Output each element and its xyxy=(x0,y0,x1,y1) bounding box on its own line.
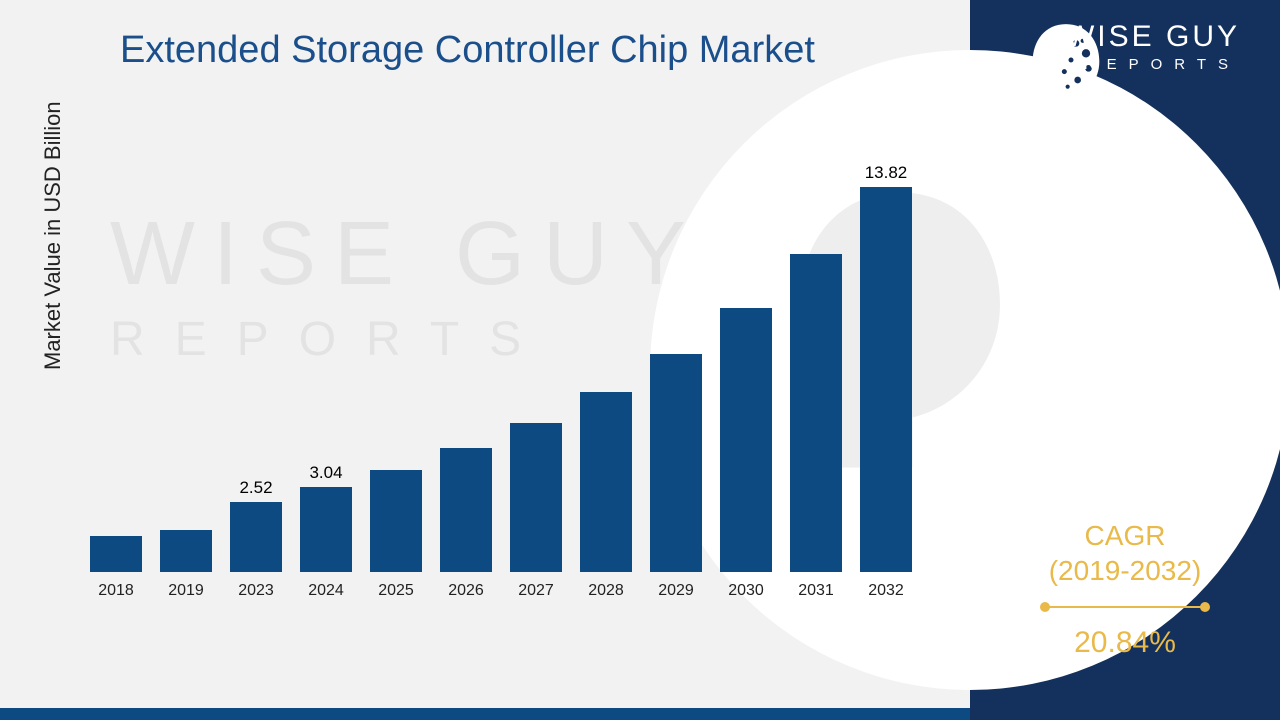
bar-2028 xyxy=(580,368,632,573)
brand-logo: WISE GUY REPORTS xyxy=(1066,20,1240,73)
bar-rect xyxy=(440,448,492,572)
x-tick-label: 2032 xyxy=(860,582,912,600)
bar-rect xyxy=(370,470,422,572)
bar-2024: 3.04 xyxy=(300,463,352,572)
x-tick-label: 2019 xyxy=(160,582,212,600)
bar-rect xyxy=(90,536,142,572)
bar-rect xyxy=(860,187,912,572)
x-tick-label: 2030 xyxy=(720,582,772,600)
bar-chart: 2.523.0413.82 20182019202320242025202620… xyxy=(90,170,920,600)
cagr-label: CAGR (2019-2032) xyxy=(1000,518,1250,588)
bar-rect xyxy=(650,354,702,572)
cagr-box: CAGR (2019-2032) 20.84% xyxy=(1000,518,1250,660)
bar-value-label: 2.52 xyxy=(239,478,272,498)
x-tick-label: 2031 xyxy=(790,582,842,600)
bar-value-label: 3.04 xyxy=(309,463,342,483)
bottom-strip xyxy=(0,708,970,720)
bar-2030 xyxy=(720,284,772,572)
cagr-value: 20.84% xyxy=(1000,626,1250,660)
bar-rect xyxy=(230,502,282,572)
infographic-canvas: WISE GUY REPORTS Extended Storage Contro… xyxy=(0,0,1280,720)
cagr-label-line1: CAGR xyxy=(1085,520,1166,551)
bar-value-label: 13.82 xyxy=(865,163,908,183)
bar-2023: 2.52 xyxy=(230,478,282,572)
x-tick-label: 2028 xyxy=(580,582,632,600)
x-tick-label: 2029 xyxy=(650,582,702,600)
bar-2027 xyxy=(510,399,562,572)
bar-rect xyxy=(720,308,772,572)
brand-line1: WISE GUY xyxy=(1066,20,1240,54)
bar-2032: 13.82 xyxy=(860,163,912,572)
bar-rect xyxy=(300,487,352,572)
x-tick-label: 2026 xyxy=(440,582,492,600)
chart-title: Extended Storage Controller Chip Market xyxy=(120,28,815,74)
x-tick-label: 2027 xyxy=(510,582,562,600)
bar-2031 xyxy=(790,230,842,572)
cagr-label-line2: (2019-2032) xyxy=(1049,555,1202,586)
bar-2018 xyxy=(90,512,142,572)
bar-2026 xyxy=(440,424,492,572)
bar-2025 xyxy=(370,446,422,572)
x-tick-label: 2018 xyxy=(90,582,142,600)
x-tick-label: 2025 xyxy=(370,582,422,600)
bar-rect xyxy=(160,530,212,572)
brand-line2: REPORTS xyxy=(1066,56,1240,73)
bar-rect xyxy=(580,392,632,573)
bar-2029 xyxy=(650,330,702,572)
cagr-divider xyxy=(1045,606,1205,608)
y-axis-label: Market Value in USD Billion xyxy=(40,101,66,370)
bar-rect xyxy=(790,254,842,572)
x-tick-label: 2024 xyxy=(300,582,352,600)
bar-2019 xyxy=(160,506,212,572)
bar-rect xyxy=(510,423,562,572)
x-tick-label: 2023 xyxy=(230,582,282,600)
